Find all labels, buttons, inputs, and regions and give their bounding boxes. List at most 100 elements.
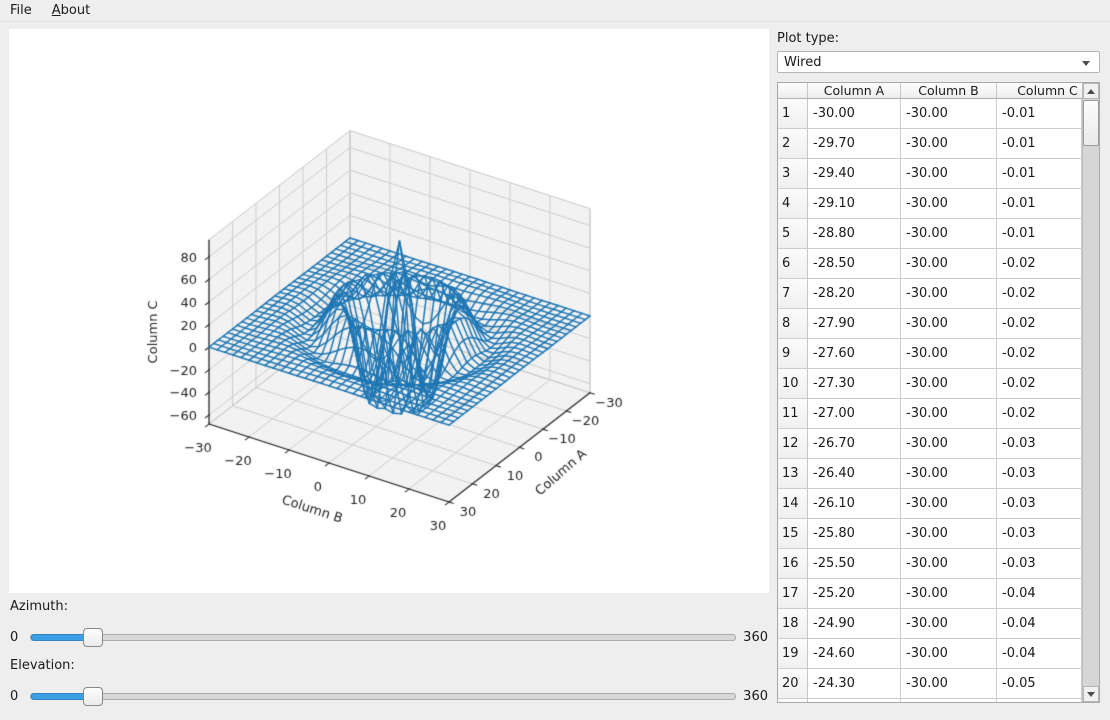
row-header[interactable]: 10 (778, 369, 808, 399)
cell-column-c[interactable]: -0.01 (997, 99, 1082, 129)
cell-column-c[interactable]: -0.03 (997, 519, 1082, 549)
row-header[interactable]: 17 (778, 579, 808, 609)
cell-column-a[interactable]: -28.50 (808, 249, 901, 279)
row-header[interactable]: 1 (778, 99, 808, 129)
cell-column-c[interactable]: -0.04 (997, 579, 1082, 609)
cell-column-b[interactable]: -30.00 (901, 99, 997, 129)
row-header[interactable]: 19 (778, 639, 808, 669)
menu-file[interactable]: File (10, 1, 40, 21)
row-header[interactable]: 13 (778, 459, 808, 489)
table-scrollbar[interactable] (1082, 83, 1099, 702)
cell-column-a[interactable]: -24.30 (808, 669, 901, 699)
cell-column-a[interactable]: -26.70 (808, 429, 901, 459)
cell-column-a[interactable]: -24.90 (808, 609, 901, 639)
scroll-down-button[interactable] (1083, 686, 1099, 702)
cell-column-b[interactable]: -30.00 (901, 159, 997, 189)
cell-empty[interactable] (901, 699, 997, 702)
row-header[interactable]: 16 (778, 549, 808, 579)
azimuth-slider-track[interactable] (30, 627, 736, 647)
cell-column-c[interactable]: -0.01 (997, 219, 1082, 249)
cell-column-b[interactable]: -30.00 (901, 339, 997, 369)
table-row[interactable]: 9 -27.60 -30.00 -0.02 (778, 339, 1082, 369)
cell-column-c[interactable]: -0.03 (997, 489, 1082, 519)
cell-column-a[interactable]: -27.00 (808, 399, 901, 429)
plot-canvas[interactable] (9, 29, 769, 593)
table-row[interactable]: 16 -25.50 -30.00 -0.03 (778, 549, 1082, 579)
row-header[interactable]: 12 (778, 429, 808, 459)
cell-column-c[interactable]: -0.01 (997, 189, 1082, 219)
cell-column-c[interactable]: -0.01 (997, 129, 1082, 159)
cell-column-c[interactable]: -0.02 (997, 369, 1082, 399)
cell-column-a[interactable]: -27.30 (808, 369, 901, 399)
cell-column-a[interactable]: -26.40 (808, 459, 901, 489)
cell-column-a[interactable]: -25.80 (808, 519, 901, 549)
cell-column-c[interactable]: -0.02 (997, 399, 1082, 429)
row-header[interactable]: 14 (778, 489, 808, 519)
cell-column-b[interactable]: -30.00 (901, 459, 997, 489)
cell-column-a[interactable]: -29.70 (808, 129, 901, 159)
elevation-slider-track[interactable] (30, 686, 736, 706)
table-row[interactable] (778, 699, 1082, 702)
cell-column-a[interactable]: -28.20 (808, 279, 901, 309)
table-row[interactable]: 12 -26.70 -30.00 -0.03 (778, 429, 1082, 459)
cell-column-b[interactable]: -30.00 (901, 609, 997, 639)
table-row[interactable]: 18 -24.90 -30.00 -0.04 (778, 609, 1082, 639)
azimuth-slider-handle[interactable] (82, 627, 103, 647)
table-row[interactable]: 17 -25.20 -30.00 -0.04 (778, 579, 1082, 609)
cell-column-a[interactable]: -29.10 (808, 189, 901, 219)
cell-empty[interactable] (778, 699, 808, 702)
cell-column-a[interactable]: -27.60 (808, 339, 901, 369)
row-header[interactable]: 4 (778, 189, 808, 219)
row-header[interactable]: 8 (778, 309, 808, 339)
cell-column-b[interactable]: -30.00 (901, 519, 997, 549)
row-header[interactable]: 18 (778, 609, 808, 639)
cell-column-b[interactable]: -30.00 (901, 639, 997, 669)
cell-column-c[interactable]: -0.02 (997, 249, 1082, 279)
cell-column-b[interactable]: -30.00 (901, 489, 997, 519)
table-row[interactable]: 14 -26.10 -30.00 -0.03 (778, 489, 1082, 519)
plot-type-combobox[interactable]: Wired (777, 51, 1100, 73)
cell-column-b[interactable]: -30.00 (901, 369, 997, 399)
row-header[interactable]: 2 (778, 129, 808, 159)
row-header[interactable]: 6 (778, 249, 808, 279)
column-b-header[interactable]: Column B (901, 83, 997, 99)
table-row[interactable]: 5 -28.80 -30.00 -0.01 (778, 219, 1082, 249)
cell-column-b[interactable]: -30.00 (901, 669, 997, 699)
cell-column-c[interactable]: -0.02 (997, 309, 1082, 339)
table-row[interactable]: 7 -28.20 -30.00 -0.02 (778, 279, 1082, 309)
table-row[interactable]: 6 -28.50 -30.00 -0.02 (778, 249, 1082, 279)
table-row[interactable]: 2 -29.70 -30.00 -0.01 (778, 129, 1082, 159)
cell-column-b[interactable]: -30.00 (901, 429, 997, 459)
cell-column-c[interactable]: -0.04 (997, 639, 1082, 669)
table-row[interactable]: 10 -27.30 -30.00 -0.02 (778, 369, 1082, 399)
table-row[interactable]: 4 -29.10 -30.00 -0.01 (778, 189, 1082, 219)
cell-column-b[interactable]: -30.00 (901, 399, 997, 429)
cell-column-b[interactable]: -30.00 (901, 249, 997, 279)
cell-column-b[interactable]: -30.00 (901, 219, 997, 249)
table-row[interactable]: 15 -25.80 -30.00 -0.03 (778, 519, 1082, 549)
elevation-slider[interactable]: 0 360 (10, 686, 768, 706)
cell-empty[interactable] (808, 699, 901, 702)
scrollbar-thumb[interactable] (1083, 100, 1099, 146)
cell-empty[interactable] (997, 699, 1082, 702)
table-row[interactable]: 19 -24.60 -30.00 -0.04 (778, 639, 1082, 669)
row-header[interactable]: 15 (778, 519, 808, 549)
cell-column-c[interactable]: -0.03 (997, 459, 1082, 489)
cell-column-c[interactable]: -0.05 (997, 669, 1082, 699)
cell-column-a[interactable]: -30.00 (808, 99, 901, 129)
cell-column-c[interactable]: -0.03 (997, 429, 1082, 459)
cell-column-a[interactable]: -24.60 (808, 639, 901, 669)
table-row[interactable]: 3 -29.40 -30.00 -0.01 (778, 159, 1082, 189)
cell-column-c[interactable]: -0.02 (997, 279, 1082, 309)
row-header[interactable]: 5 (778, 219, 808, 249)
cell-column-a[interactable]: -27.90 (808, 309, 901, 339)
cell-column-a[interactable]: -25.20 (808, 579, 901, 609)
menu-about[interactable]: About (52, 1, 98, 21)
row-header[interactable]: 7 (778, 279, 808, 309)
cell-column-c[interactable]: -0.04 (997, 609, 1082, 639)
cell-column-a[interactable]: -26.10 (808, 489, 901, 519)
cell-column-b[interactable]: -30.00 (901, 189, 997, 219)
table-row[interactable]: 13 -26.40 -30.00 -0.03 (778, 459, 1082, 489)
elevation-slider-handle[interactable] (82, 686, 103, 706)
row-header[interactable]: 11 (778, 399, 808, 429)
